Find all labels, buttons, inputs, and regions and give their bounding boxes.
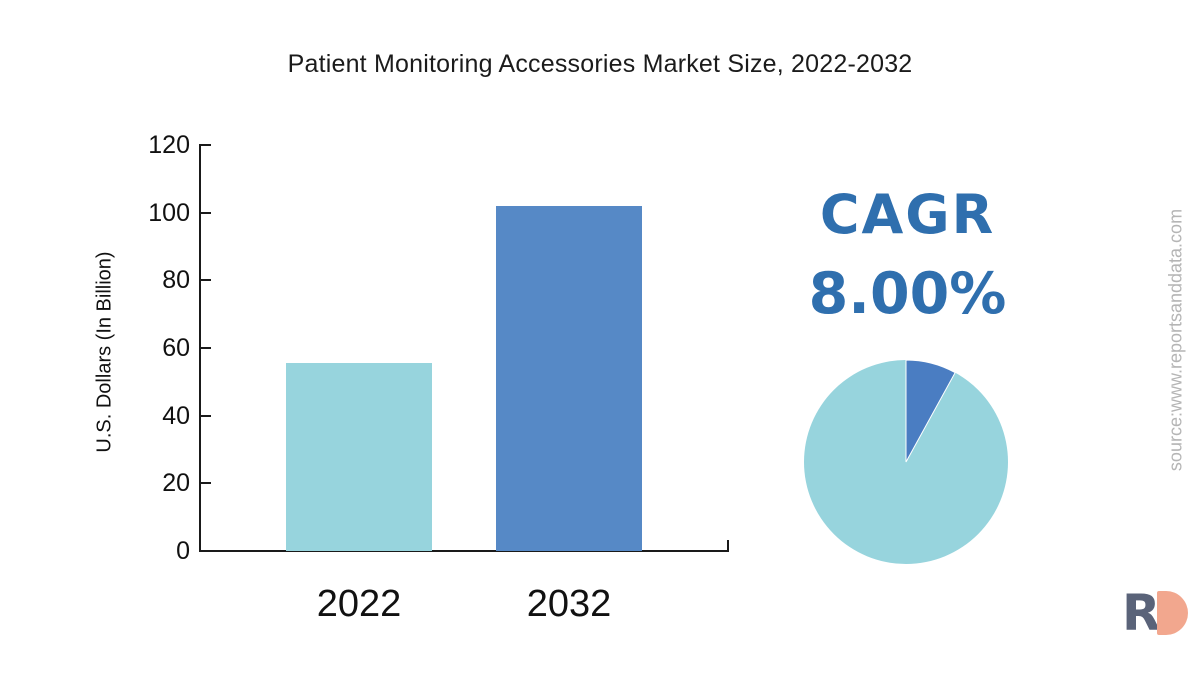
x-axis-line [199,550,729,552]
y-tick-label: 120 [148,131,190,159]
y-tick-label: 40 [162,401,190,430]
y-tick-label: 20 [162,469,190,498]
chart-title: Patient Monitoring Accessories Market Si… [287,50,913,78]
y-tick-label: 80 [162,266,190,295]
y-tick-label: 0 [176,537,190,565]
bar-2032 [496,205,642,551]
source-attribution: source:www.reportsanddata.com [1165,208,1186,472]
pie-cagr-slice [905,359,956,463]
pie-chart [804,359,1008,564]
y-tick-label: 100 [148,198,190,227]
logo-letter-d [1156,591,1188,635]
brand-logo: R [1122,588,1188,638]
y-tick-mark [201,279,211,282]
y-tick-mark [201,347,211,349]
y-tick-label: 60 [162,334,190,362]
cagr-value: 8.00% [808,261,1007,327]
y-tick-mark [201,414,211,417]
y-tick-mark [201,211,211,214]
y-axis-line [199,144,201,552]
bar-2022 [286,363,432,551]
x-axis-end-tick [727,540,729,551]
x-tick-label-2022: 2022 [316,583,402,625]
y-tick-mark [201,482,211,485]
x-tick-label-2032: 2032 [526,583,612,625]
y-tick-mark [201,550,211,552]
logo-letter-r: R [1122,584,1160,642]
y-tick-mark [201,144,211,146]
cagr-label: CAGR [819,183,996,246]
